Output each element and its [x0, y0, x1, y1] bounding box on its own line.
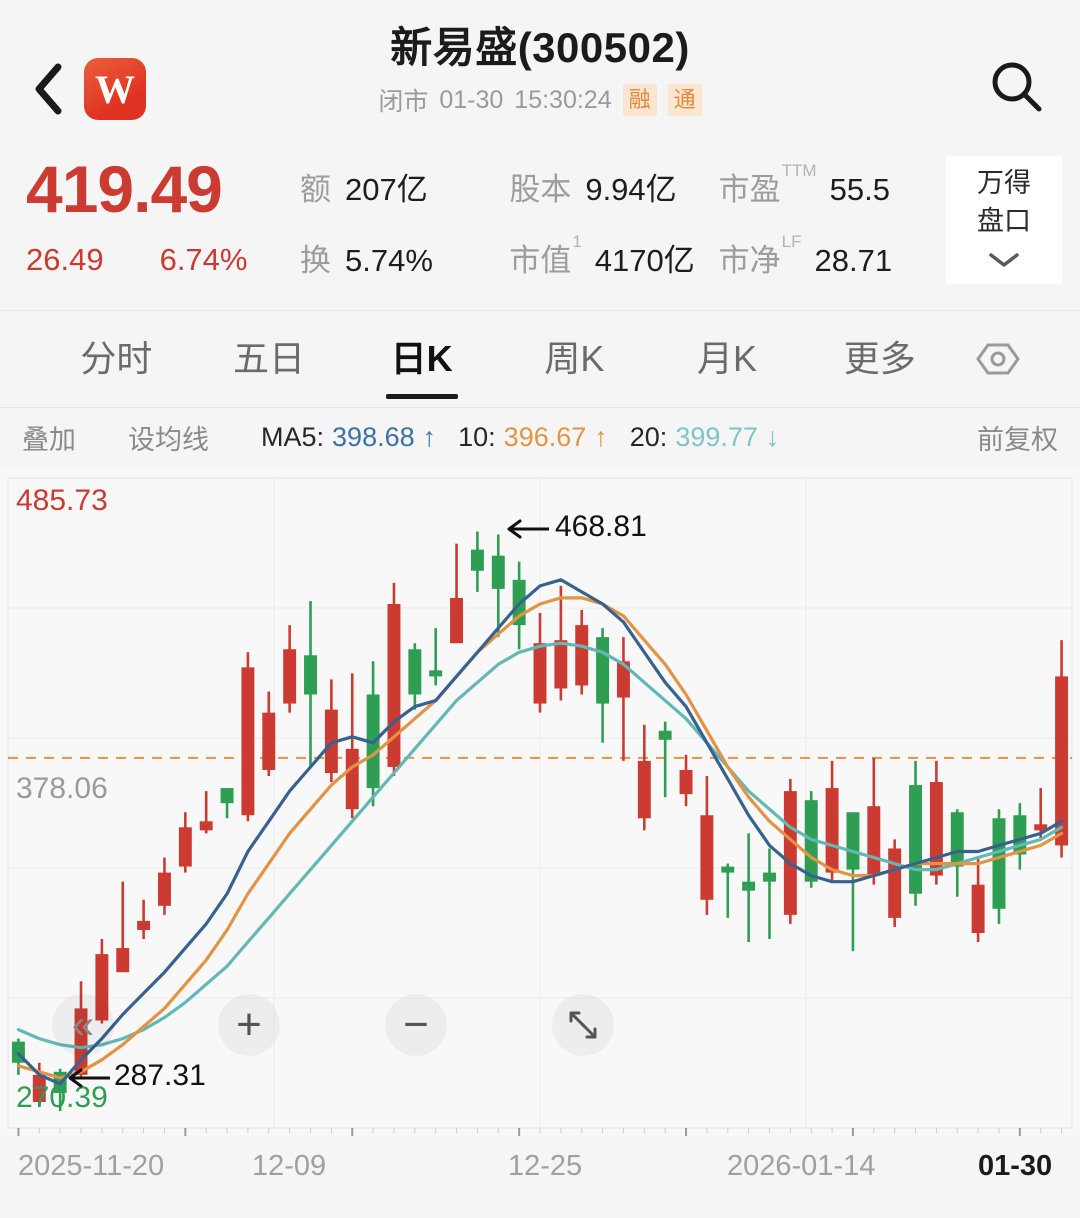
price-change: 26.49: [26, 242, 104, 277]
stat-amount: 额 207亿: [300, 164, 509, 209]
high-annotation: 468.81: [505, 510, 647, 544]
zoom-out-button[interactable]: −: [385, 994, 447, 1056]
connect-tag: 通: [667, 84, 702, 116]
stat-sup: TTM: [781, 160, 817, 180]
stat-shares: 股本 9.94亿: [509, 164, 718, 209]
search-icon[interactable]: [988, 58, 1046, 116]
stat-label: 市盈TTM: [718, 160, 817, 207]
tab-fenshi[interactable]: 分时: [80, 338, 153, 379]
chart-period-tabs: 分时 五日 日K 周K 月K 更多: [0, 311, 1080, 407]
stat-market-cap: 市值1 4170亿: [509, 231, 718, 280]
pankou-label-line1: 万得: [977, 167, 1031, 198]
tab-zhouk[interactable]: 周K: [544, 338, 605, 379]
tab-yuek[interactable]: 月K: [697, 338, 758, 379]
quote-date: 01-30: [439, 85, 504, 114]
tabbar-divider: [0, 407, 1080, 408]
ma20-value: 399.77: [675, 421, 758, 452]
adjust-mode-button[interactable]: 前复权: [977, 424, 1058, 455]
settings-hex-icon[interactable]: [956, 335, 1040, 383]
ma5-label: MA5:: [261, 421, 325, 452]
arrow-left-icon: [66, 1064, 112, 1088]
stat-label: 换: [300, 243, 331, 278]
low-annotation: 287.31: [66, 1059, 206, 1093]
ma20-arrow-down-icon: ↓: [765, 421, 780, 452]
stat-label: 额: [300, 172, 331, 207]
ma10-label: 10:: [458, 421, 496, 452]
arrow-left-icon: [505, 515, 551, 539]
chevron-down-icon: [987, 251, 1021, 274]
quote-panel: 419.49 26.49 6.74% 额 207亿 股本 9.94亿 市盈TTM…: [0, 150, 1080, 310]
stat-pb-lf: 市净LF 28.71: [718, 231, 928, 280]
ma-indicator-bar: 叠加 设均线 MA5: 398.68 ↑ 10: 396.67 ↑ 20: 39…: [0, 408, 1080, 466]
y-axis-mid-label: 378.06: [16, 772, 108, 805]
ma20-label: 20:: [629, 421, 668, 452]
ma5-group: MA5: 398.68 ↑: [261, 422, 436, 453]
ma10-group: 10: 396.67 ↑: [458, 422, 608, 453]
x-tick-4: 01-30: [978, 1150, 1053, 1182]
ma10-value: 396.67: [503, 421, 587, 452]
stat-value: 207亿: [345, 172, 428, 207]
stat-value: 28.71: [814, 243, 893, 278]
stat-label: 市值1: [509, 231, 582, 278]
stat-label: 市净LF: [718, 231, 802, 278]
pankou-label-line2: 盘口: [977, 205, 1031, 236]
stat-value: 4170亿: [594, 243, 695, 278]
y-axis-low-label: 270.39: [16, 1081, 108, 1114]
x-tick-3: 2026-01-14: [727, 1150, 876, 1182]
ma5-arrow-up-icon: ↑: [422, 421, 437, 452]
market-status: 闭市: [378, 88, 429, 117]
title-block: 新易盛(300502) 闭市 01-30 15:30:24 融 通: [0, 22, 1080, 118]
stat-turnover: 换 5.74%: [300, 235, 509, 280]
stat-sup: LF: [781, 231, 802, 251]
last-price: 419.49: [26, 152, 223, 226]
chart-controls: « + −: [0, 994, 1080, 1064]
x-axis: 2025-11-20 12-09 12-25 2026-01-14 01-30: [0, 1136, 1080, 1204]
stat-value: 55.5: [829, 172, 890, 207]
page-title: 新易盛(300502): [390, 24, 690, 71]
ma10-arrow-up-icon: ↑: [594, 421, 608, 452]
chart-canvas[interactable]: [0, 466, 1080, 1136]
header-divider: [0, 310, 1080, 311]
stat-pe-ttm: 市盈TTM 55.5: [718, 160, 928, 209]
price-change-row: 26.49 6.74%: [26, 242, 306, 278]
wind-logo-icon[interactable]: W: [84, 58, 146, 120]
quote-time: 15:30:24: [514, 85, 612, 114]
back-chevron-icon[interactable]: [32, 62, 66, 116]
x-tick-0: 2025-11-20: [18, 1150, 165, 1182]
wind-pankou-button[interactable]: 万得 盘口: [946, 156, 1062, 284]
tab-gengduo[interactable]: 更多: [843, 338, 916, 379]
stat-sup: 1: [572, 231, 582, 251]
y-axis-high-label: 485.73: [16, 484, 108, 517]
low-annotation-value: 287.31: [114, 1059, 206, 1092]
stat-value: 9.94亿: [585, 172, 677, 207]
zoom-in-button[interactable]: +: [218, 994, 280, 1056]
expand-diagonal-icon[interactable]: [552, 994, 614, 1056]
stats-grid: 额 207亿 股本 9.94亿 市盈TTM 55.5 换 5.74% 市值1 4…: [300, 160, 928, 280]
ma5-value: 398.68: [332, 421, 415, 452]
prev-page-button[interactable]: «: [52, 994, 114, 1056]
tab-wuri[interactable]: 五日: [233, 338, 306, 379]
candlestick-chart[interactable]: 485.73 378.06 270.39 468.81 « + −: [0, 466, 1080, 1136]
price-change-pct: 6.74%: [159, 242, 248, 277]
market-status-line: 闭市 01-30 15:30:24 融 通: [0, 82, 1080, 118]
app-header: W 新易盛(300502) 闭市 01-30 15:30:24 融 通: [0, 0, 1080, 150]
stat-value: 5.74%: [345, 243, 433, 278]
margin-tag: 融: [622, 84, 657, 116]
ma20-group: 20: 399.77 ↓: [630, 422, 780, 453]
tab-rik[interactable]: 日K: [345, 311, 498, 407]
x-tick-2: 12-25: [508, 1150, 583, 1182]
stat-label: 股本: [509, 172, 572, 207]
set-ma-button[interactable]: 设均线: [128, 424, 209, 455]
overlay-button[interactable]: 叠加: [22, 424, 76, 455]
high-annotation-value: 468.81: [555, 510, 647, 543]
price-column: 419.49 26.49 6.74%: [26, 156, 306, 278]
x-tick-1: 12-09: [252, 1150, 327, 1182]
wind-logo-letter: W: [95, 66, 135, 112]
